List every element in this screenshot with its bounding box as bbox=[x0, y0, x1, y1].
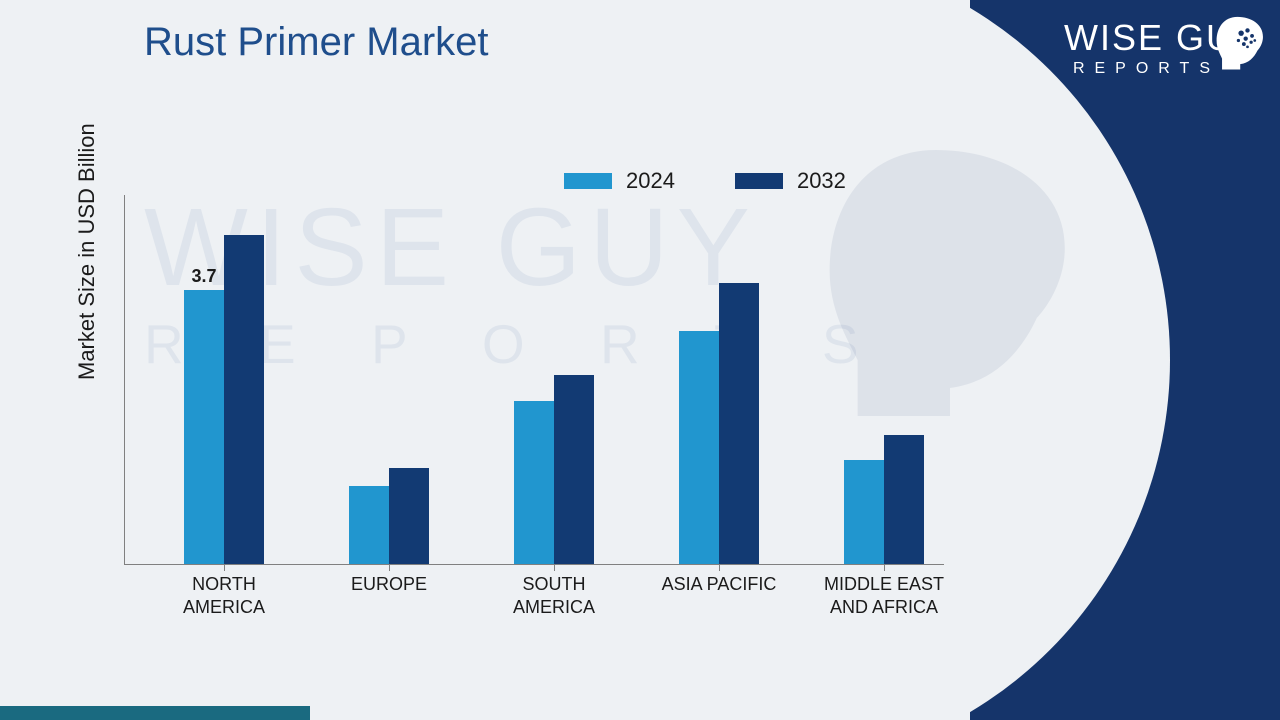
bar bbox=[719, 283, 759, 564]
brand-logo-head-icon bbox=[1210, 15, 1265, 75]
bar bbox=[844, 460, 884, 564]
legend-label-2032: 2032 bbox=[797, 168, 846, 194]
axis-tick bbox=[389, 565, 390, 571]
axis-tick bbox=[554, 565, 555, 571]
value-label: 3.7 bbox=[179, 266, 229, 287]
bar bbox=[224, 235, 264, 564]
legend-swatch-2032 bbox=[735, 173, 783, 189]
chart-title: Rust Primer Market bbox=[144, 20, 489, 65]
bar bbox=[884, 435, 924, 565]
right-sidebar bbox=[970, 0, 1280, 720]
y-axis-line bbox=[124, 195, 125, 565]
bar bbox=[679, 331, 719, 564]
legend-item-2032: 2032 bbox=[735, 168, 846, 194]
category-label: MIDDLE EAST AND AFRICA bbox=[814, 573, 954, 618]
category-label: SOUTH AMERICA bbox=[484, 573, 624, 618]
axis-tick bbox=[224, 565, 225, 571]
x-axis-line bbox=[124, 564, 944, 565]
legend-swatch-2024 bbox=[564, 173, 612, 189]
brand-logo: WISE GUY REPORTS bbox=[1064, 20, 1260, 78]
bar bbox=[349, 486, 389, 564]
category-label: NORTH AMERICA bbox=[154, 573, 294, 618]
legend: 2024 2032 bbox=[564, 168, 846, 194]
chart-plot-area: 3.7NORTH AMERICAEUROPESOUTH AMERICAASIA … bbox=[124, 195, 944, 565]
category-label: EUROPE bbox=[319, 573, 459, 596]
bottom-accent-bar bbox=[0, 706, 310, 720]
bar bbox=[389, 468, 429, 564]
legend-label-2024: 2024 bbox=[626, 168, 675, 194]
circle-cutout bbox=[970, 0, 1170, 720]
bar bbox=[184, 290, 224, 564]
bar bbox=[554, 375, 594, 564]
bar bbox=[514, 401, 554, 564]
category-label: ASIA PACIFIC bbox=[649, 573, 789, 596]
axis-tick bbox=[719, 565, 720, 571]
legend-item-2024: 2024 bbox=[564, 168, 675, 194]
y-axis-label: Market Size in USD Billion bbox=[74, 123, 100, 380]
axis-tick bbox=[884, 565, 885, 571]
